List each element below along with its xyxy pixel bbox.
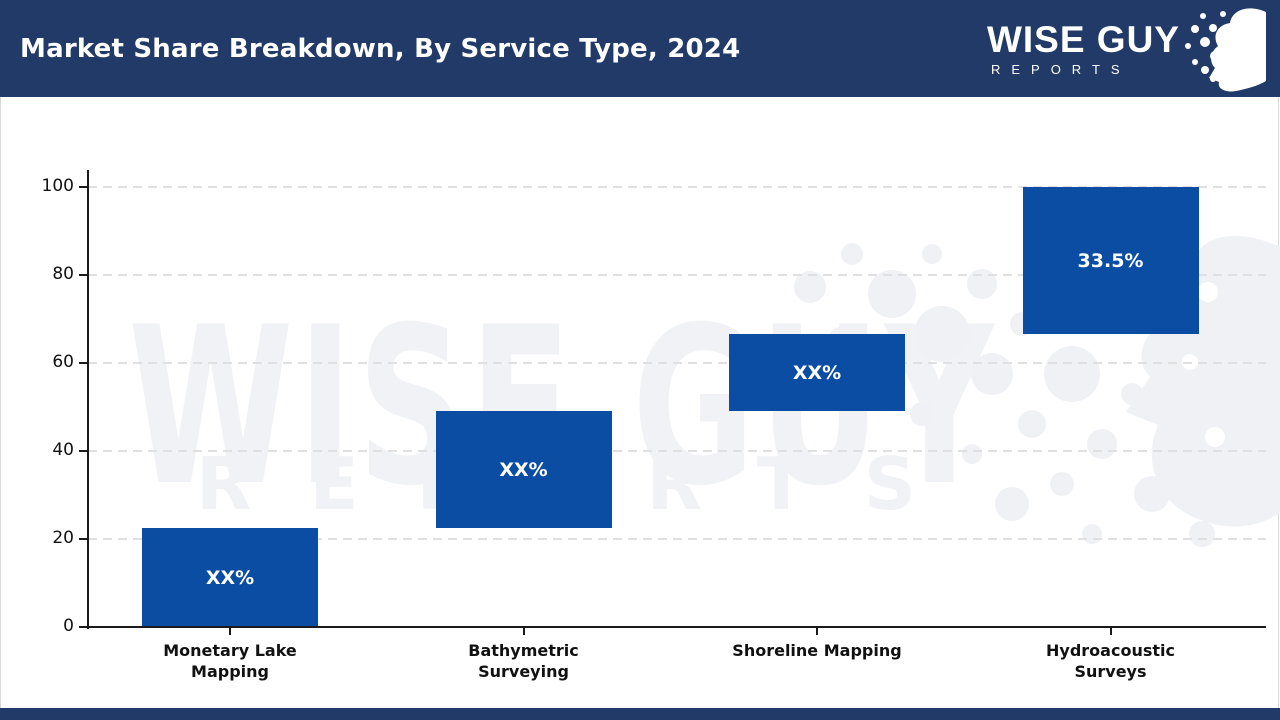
figure-border-left (0, 97, 1, 708)
footer-bar (0, 708, 1280, 720)
logo-wordmark: WISE GUY (986, 18, 1180, 60)
page-title: Market Share Breakdown, By Service Type,… (20, 33, 741, 64)
watermark: WISE GUY REPORTS (0, 97, 1280, 708)
logo: WISE GUY REPORTS (987, 6, 1280, 92)
header: Market Share Breakdown, By Service Type,… (0, 0, 1280, 97)
logo-text: WISE GUY REPORTS (986, 18, 1180, 77)
logo-face-icon (1185, 7, 1266, 92)
y-axis (87, 170, 89, 629)
logo-subtitle: REPORTS (990, 61, 1131, 77)
x-axis (87, 626, 1266, 628)
watermark-face-pattern (794, 235, 1280, 547)
